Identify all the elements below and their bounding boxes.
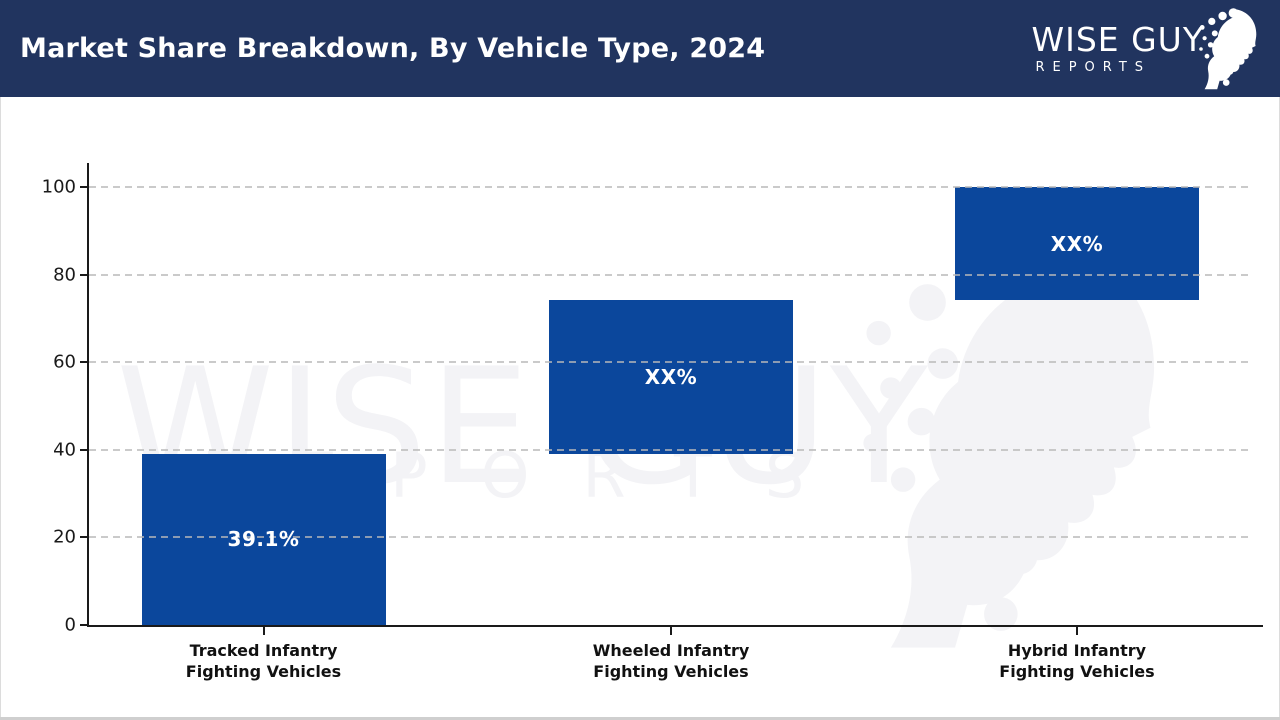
gridline — [89, 186, 1253, 188]
gridline — [89, 536, 1253, 539]
y-tick — [80, 186, 88, 188]
bar-segment — [141, 453, 386, 625]
x-tick — [262, 627, 265, 635]
x-tick — [670, 627, 672, 635]
brand-subtext: REPORTS — [1035, 59, 1152, 75]
y-tick — [80, 624, 88, 626]
y-tick-label: 100 — [41, 176, 76, 198]
page-border-bottom — [0, 717, 1280, 720]
x-category-line2: Fighting Vehicles — [593, 662, 749, 681]
brand-logo-text: WISE GUY REPORTS — [1031, 23, 1204, 75]
brand-wordmark: WISE GUY — [1031, 19, 1204, 59]
y-tick-label: 20 — [53, 526, 76, 548]
brand-logo: WISE GUY REPORTS — [1031, 7, 1280, 91]
page-title: Market Share Breakdown, By Vehicle Type,… — [20, 33, 766, 64]
bar-value-label: XX% — [644, 364, 698, 389]
x-category-label: Hybrid Infantry Fighting Vehicles — [927, 640, 1227, 682]
header: Market Share Breakdown, By Vehicle Type,… — [0, 0, 1280, 97]
x-tick — [1076, 627, 1078, 635]
x-category-label: Wheeled Infantry Fighting Vehicles — [521, 640, 821, 682]
gridline — [89, 448, 1253, 451]
x-category-line1: Tracked Infantry — [189, 641, 338, 660]
y-tick-label: 80 — [53, 264, 76, 286]
bar-value-label: 39.1% — [227, 527, 300, 552]
bar-value-label: XX% — [1050, 231, 1104, 256]
y-tick-label: 60 — [53, 351, 76, 373]
x-axis-line — [87, 625, 1263, 627]
y-tick-label: 0 — [64, 614, 76, 636]
x-category-line1: Wheeled Infantry — [592, 641, 750, 660]
y-tick — [80, 448, 88, 451]
x-category-line1: Hybrid Infantry — [1007, 641, 1147, 660]
y-tick — [80, 273, 88, 276]
gridline — [89, 361, 1253, 364]
bar-segment — [955, 187, 1199, 300]
x-category-line2: Fighting Vehicles — [185, 662, 342, 681]
y-tick-label: 40 — [53, 439, 76, 461]
x-category-label: Tracked Infantry Fighting Vehicles — [114, 640, 414, 682]
x-category-line2: Fighting Vehicles — [999, 662, 1155, 681]
bar-segment — [549, 300, 793, 454]
y-tick — [80, 536, 88, 539]
page-border-left — [0, 97, 1, 720]
y-axis-line — [87, 163, 89, 627]
gridline — [89, 273, 1253, 276]
y-tick — [80, 361, 88, 364]
